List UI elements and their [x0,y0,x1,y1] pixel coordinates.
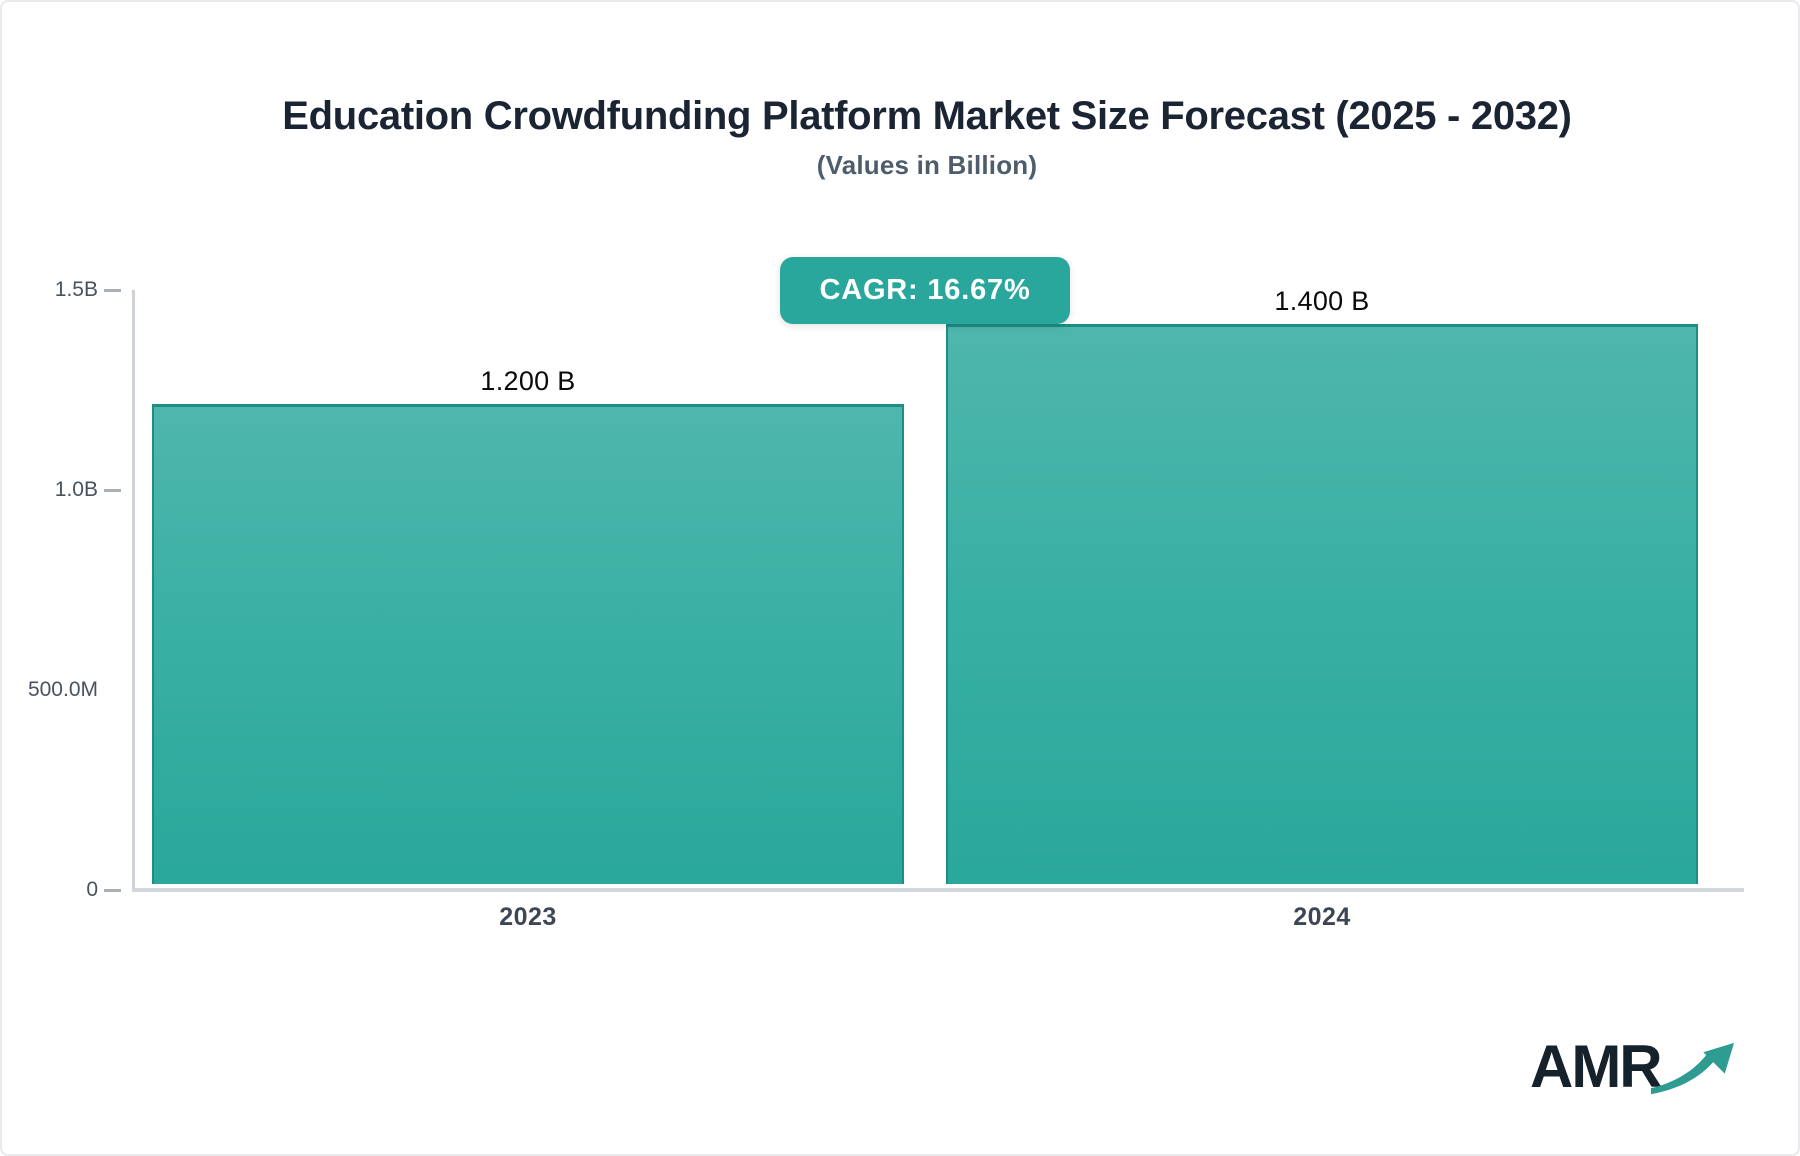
bar-value-label: 1.400 B [1274,286,1370,316]
bar-2023: 1.200 B [152,366,904,884]
growth-arrow-icon [1648,1036,1735,1107]
cagr-badge: CAGR: 16.67% [780,257,1070,324]
chart-subtitle: (Values in Billion) [816,150,1038,180]
bar-2024: 1.400 B [946,286,1698,884]
y-tick-label: 500.0M [27,678,98,701]
y-tick-label: 1.0B [54,478,98,501]
y-tick-dash [104,489,121,492]
y-axis-line [132,290,135,888]
amr-logo-text: AMR [1530,1033,1663,1100]
x-tick-label-2023: 2023 [499,903,557,931]
x-axis-line [132,888,1744,892]
x-tick-label-2024: 2024 [1293,903,1351,931]
amr-logo: AMR [1530,1033,1734,1114]
bar-value-label: 1.200 B [480,366,576,396]
y-tick-dash [104,289,121,292]
y-tick-label: 1.5B [54,278,98,301]
y-tick-dash [104,889,121,892]
y-tick-label: 0 [86,878,98,901]
chart-title: Education Crowdfunding Platform Market S… [282,94,1572,138]
